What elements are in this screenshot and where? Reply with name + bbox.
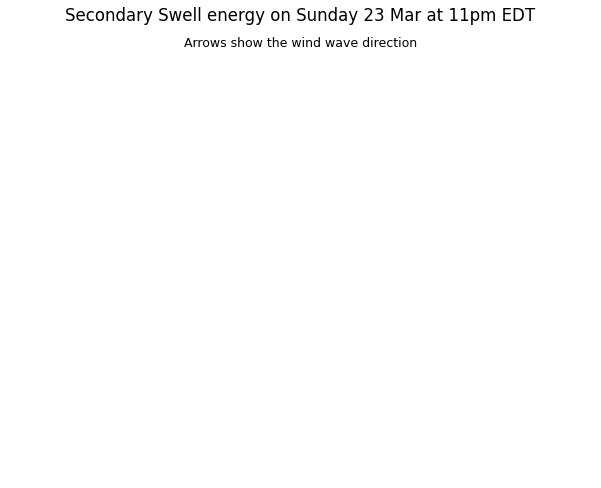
Text: Arrows show the wind wave direction: Arrows show the wind wave direction	[184, 37, 417, 50]
Text: Secondary Swell energy on Sunday 23 Mar at 11pm EDT: Secondary Swell energy on Sunday 23 Mar …	[66, 7, 535, 25]
Text: cartopy required: cartopy required	[219, 263, 382, 282]
